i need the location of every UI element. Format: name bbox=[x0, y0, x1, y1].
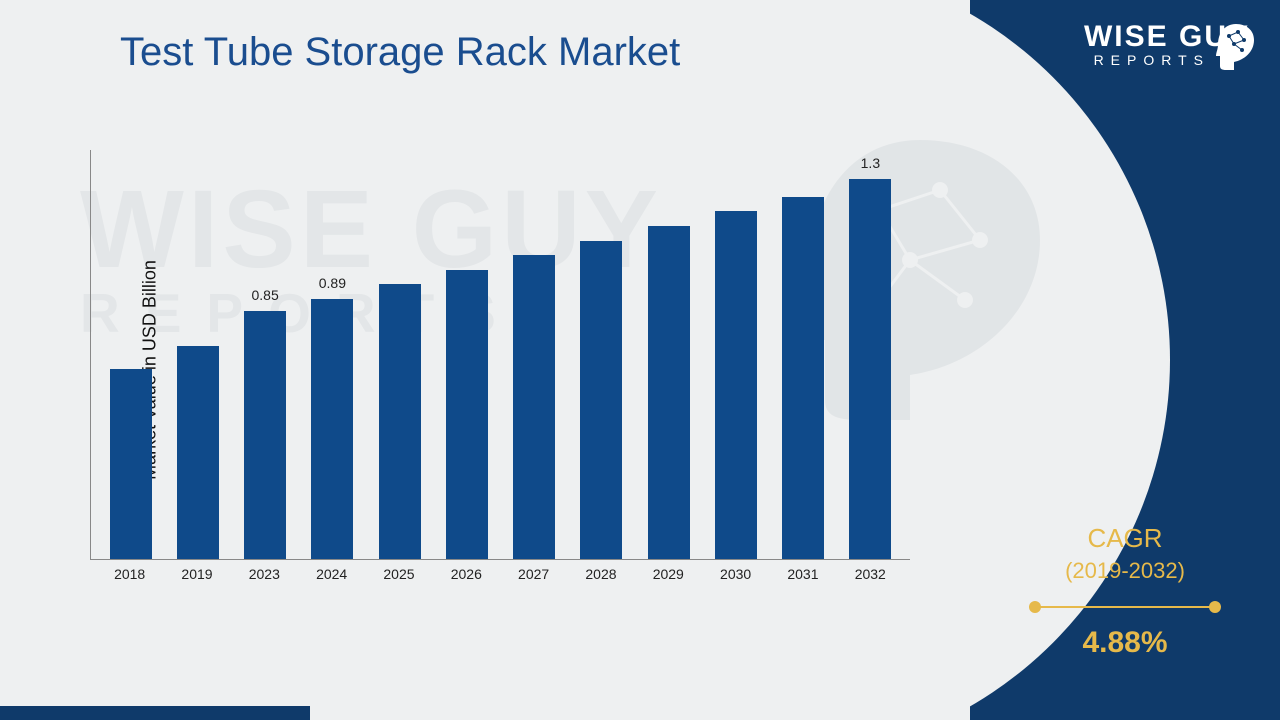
x-tick-label: 2019 bbox=[163, 560, 230, 590]
bar-wrap bbox=[433, 150, 500, 559]
brand-logo: WISE GUY REPORTS bbox=[1084, 20, 1250, 68]
bar bbox=[110, 369, 152, 559]
bar bbox=[782, 197, 824, 559]
bar-wrap bbox=[702, 150, 769, 559]
stage: Test Tube Storage Rack Market WISE GUY R… bbox=[0, 0, 1280, 720]
bar-wrap: 1.3 bbox=[837, 150, 904, 559]
bar bbox=[311, 299, 353, 559]
x-tick-label: 2018 bbox=[96, 560, 163, 590]
cagr-title: CAGR bbox=[1010, 523, 1240, 554]
bar bbox=[379, 284, 421, 559]
bar bbox=[580, 241, 622, 559]
bar bbox=[446, 270, 488, 559]
x-tick-label: 2030 bbox=[702, 560, 769, 590]
bar bbox=[244, 311, 286, 559]
x-tick-label: 2028 bbox=[567, 560, 634, 590]
x-tick-label: 2031 bbox=[769, 560, 836, 590]
cagr-value: 4.88% bbox=[1010, 626, 1240, 660]
bottom-accent-bar bbox=[0, 706, 310, 720]
x-tick-label: 2023 bbox=[231, 560, 298, 590]
bar bbox=[648, 226, 690, 559]
bar-value-label: 1.3 bbox=[861, 155, 880, 171]
bar-value-label: 0.85 bbox=[252, 287, 279, 303]
cagr-range: (2019-2032) bbox=[1010, 558, 1240, 584]
x-tick-label: 2025 bbox=[365, 560, 432, 590]
bar bbox=[715, 211, 757, 559]
x-tick-label: 2027 bbox=[500, 560, 567, 590]
bar-wrap bbox=[501, 150, 568, 559]
x-tick-label: 2026 bbox=[433, 560, 500, 590]
x-tick-label: 2029 bbox=[635, 560, 702, 590]
bar-chart: Market Value in USD Billion 0.850.891.3 … bbox=[60, 150, 910, 590]
cagr-block: CAGR (2019-2032) 4.88% bbox=[1010, 523, 1240, 660]
bar-value-label: 0.89 bbox=[319, 275, 346, 291]
plot-area: 0.85 0.89 1.3 bbox=[90, 150, 910, 560]
bar bbox=[513, 255, 555, 559]
logo-head-icon bbox=[1214, 22, 1258, 72]
x-axis-labels: 2018201920232024202520262027202820292030… bbox=[90, 560, 910, 590]
x-tick-label: 2024 bbox=[298, 560, 365, 590]
x-tick-label: 2032 bbox=[837, 560, 904, 590]
bar-wrap bbox=[568, 150, 635, 559]
bar bbox=[849, 179, 891, 559]
bar-wrap: 0.89 bbox=[299, 150, 366, 559]
bar-wrap bbox=[164, 150, 231, 559]
bar-wrap bbox=[366, 150, 433, 559]
bars-container: 0.85 0.89 1.3 bbox=[91, 150, 910, 559]
bar bbox=[177, 346, 219, 559]
chart-title: Test Tube Storage Rack Market bbox=[120, 30, 680, 75]
bar-wrap bbox=[770, 150, 837, 559]
bar-wrap bbox=[97, 150, 164, 559]
bar-wrap: 0.85 bbox=[232, 150, 299, 559]
cagr-divider-line bbox=[1035, 606, 1215, 608]
bar-wrap bbox=[635, 150, 702, 559]
